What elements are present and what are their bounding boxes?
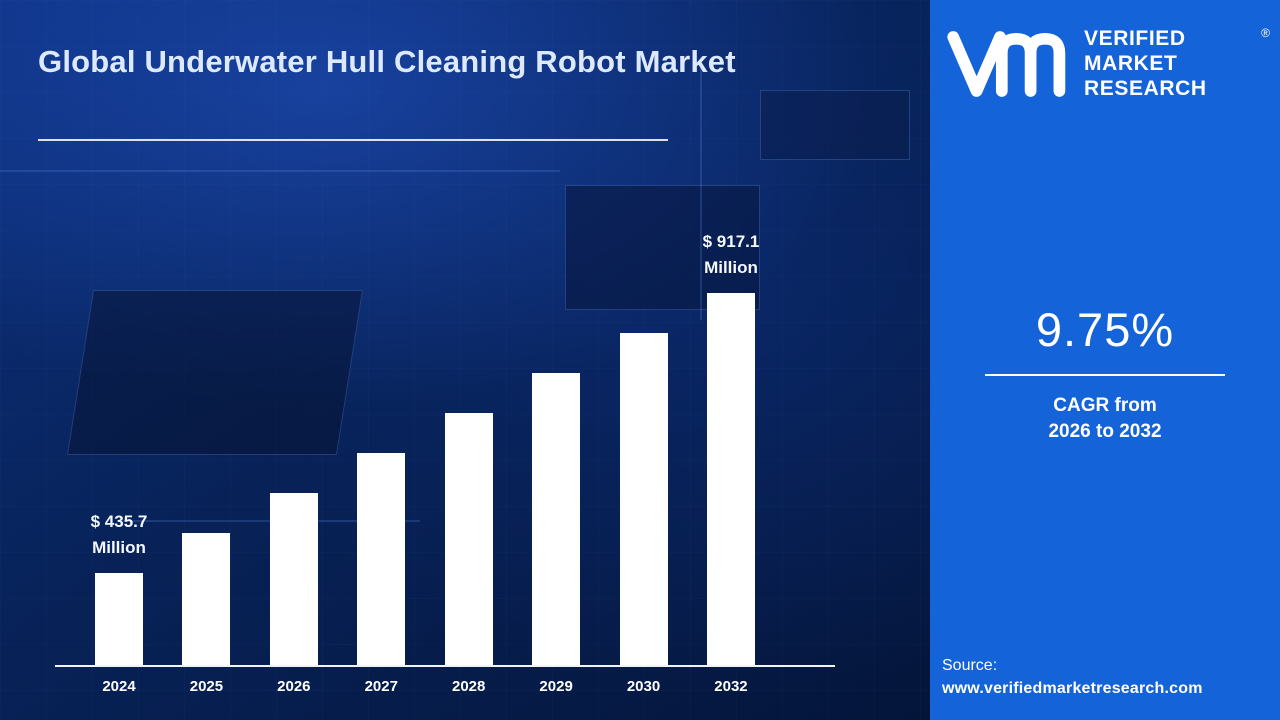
- cagr-divider-line: [985, 374, 1225, 376]
- x-axis-label-2024: 2024: [102, 678, 136, 695]
- bar-2030: [619, 333, 668, 665]
- info-panel: VERIFIED MARKET RESEARCH ® 9.75% CAGR fr…: [930, 0, 1280, 720]
- data-label-value: $ 917.1: [702, 232, 760, 251]
- x-axis-label-2027: 2027: [364, 678, 398, 695]
- brand-line-3: RESEARCH: [1084, 77, 1207, 100]
- x-axis-label-2028: 2028: [452, 678, 486, 695]
- data-label-last-bar: $ 917.1 Million: [651, 229, 811, 281]
- circuit-chip-decoration: [760, 90, 910, 160]
- x-axis-line: [55, 665, 835, 667]
- bar-2024: [95, 573, 143, 665]
- bar-2025: [182, 533, 231, 665]
- source-label: Source:: [942, 657, 998, 674]
- cagr-caption-line-1: CAGR from: [1053, 395, 1157, 416]
- bar-2026: [269, 493, 318, 665]
- x-axis-label-2032: 2032: [714, 678, 748, 695]
- brand-line-1: VERIFIED: [1084, 27, 1186, 50]
- bar-column-2029: 2029: [532, 373, 581, 695]
- cagr-caption: CAGR from 2026 to 2032: [930, 393, 1280, 445]
- brand-line-2: MARKET: [1084, 52, 1178, 75]
- x-axis-label-2026: 2026: [277, 678, 311, 695]
- bar-2028: [444, 413, 493, 665]
- data-label-first-bar: $ 435.7 Million: [39, 509, 199, 561]
- bar-chart: 2024 2025 2026 2027 2028 2029 2030 2032: [95, 45, 755, 695]
- source-block: Source: www.verifiedmarketresearch.com: [942, 657, 1203, 698]
- cagr-value: 9.75%: [1035, 303, 1175, 356]
- brand-logo: VERIFIED MARKET RESEARCH ®: [930, 0, 1280, 101]
- data-label-unit: Million: [704, 258, 758, 277]
- x-axis-label-2029: 2029: [539, 678, 573, 695]
- data-label-unit: Million: [92, 538, 146, 557]
- bar-column-2026: 2026: [269, 493, 318, 695]
- page-title: Global Underwater Hull Cleaning Robot Ma…: [38, 44, 736, 79]
- circuit-chip-decoration: [565, 185, 760, 310]
- bar-column-2028: 2028: [444, 413, 493, 695]
- cagr-block: 9.75% CAGR from 2026 to 2032: [930, 302, 1280, 445]
- bar-2027: [357, 453, 406, 665]
- bar-2029: [532, 373, 581, 665]
- x-axis-label-2025: 2025: [189, 678, 224, 695]
- bar-column-2030: 2030: [619, 333, 668, 695]
- x-axis-label-2030: 2030: [626, 678, 661, 695]
- circuit-trace-decoration: [0, 170, 560, 172]
- title-underline: [38, 139, 668, 141]
- bar-2032: [706, 293, 755, 665]
- data-label-value: $ 435.7: [90, 512, 148, 531]
- bar-column-2032: 2032: [706, 293, 755, 695]
- vmr-logo-icon: [947, 30, 1066, 97]
- cagr-caption-line-2: 2026 to 2032: [1048, 421, 1162, 442]
- bar-column-2024: 2024: [95, 573, 143, 695]
- chart-panel: Global Underwater Hull Cleaning Robot Ma…: [0, 0, 930, 720]
- bar-column-2027: 2027: [357, 453, 406, 695]
- bar-column-2025: 2025: [182, 533, 231, 695]
- source-url: www.verifiedmarketresearch.com: [942, 680, 1203, 697]
- circuit-trace-decoration: [700, 60, 702, 320]
- brand-name: VERIFIED MARKET RESEARCH: [1084, 26, 1207, 101]
- registered-trademark-symbol: ®: [1261, 26, 1270, 40]
